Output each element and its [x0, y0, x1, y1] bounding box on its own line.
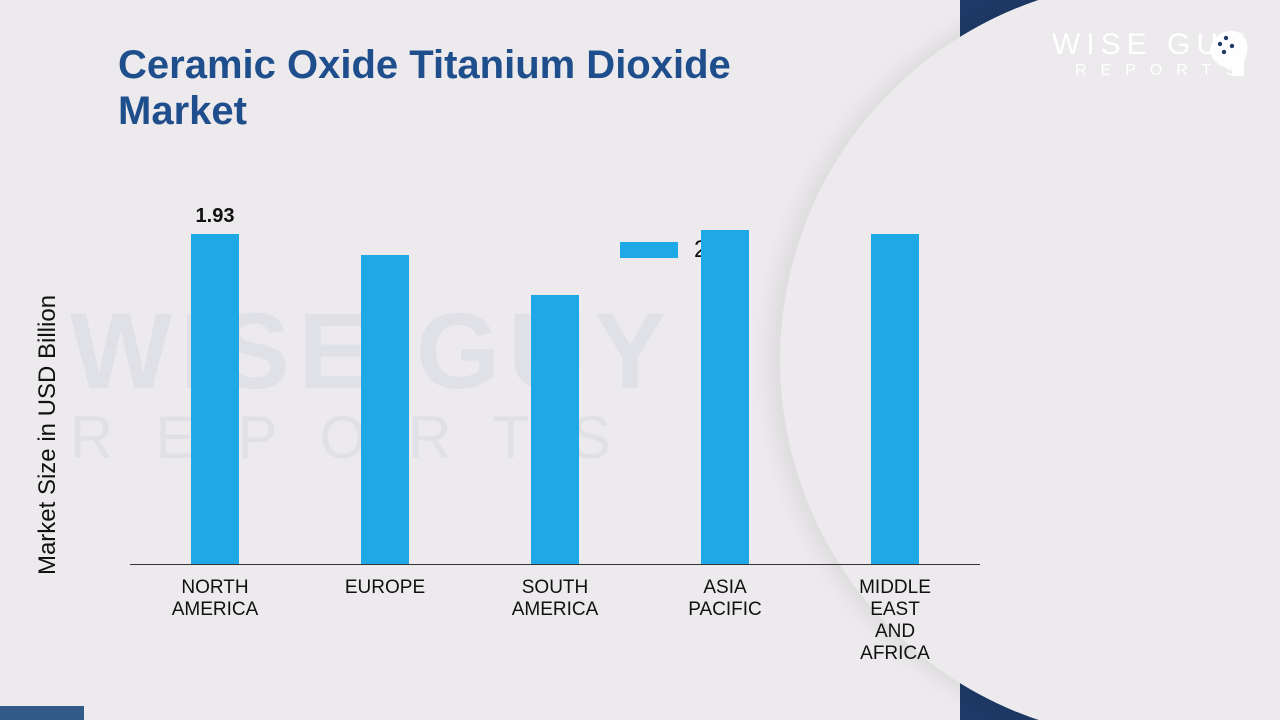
bar-col — [310, 205, 460, 564]
x-axis-label: NORTHAMERICA — [140, 571, 290, 675]
brand-logo: WISE GUY REPORTS — [1052, 30, 1250, 80]
bar — [191, 234, 239, 564]
bar-col — [820, 205, 970, 564]
bar — [871, 234, 919, 564]
bar — [531, 295, 579, 564]
x-axis-label: MIDDLEEASTANDAFRICA — [820, 571, 970, 675]
x-axis-label: EUROPE — [310, 571, 460, 675]
side-panel — [960, 0, 1280, 720]
bar-value-label: 1.93 — [196, 205, 235, 228]
bar-col — [480, 205, 630, 564]
bar-col: 1.93 — [140, 205, 290, 564]
bars-container: 1.93 — [130, 205, 980, 564]
plot-area: 1.93 — [130, 205, 980, 565]
x-axis-label: SOUTHAMERICA — [480, 571, 630, 675]
bar — [701, 230, 749, 564]
chart-card: WISE GUY REPORTS WISE GUY REPORTS Cerami… — [0, 0, 1280, 720]
bar-chart: Market Size in USD Billion 1.93 NORTHAME… — [60, 195, 980, 675]
brand-name: WISE GUY — [1052, 30, 1250, 60]
brand-subtitle: REPORTS — [1052, 62, 1250, 80]
bottom-accent-bar — [0, 706, 84, 720]
x-axis-label: ASIAPACIFIC — [650, 571, 800, 675]
chart-title: Ceramic Oxide Titanium Dioxide Market — [118, 42, 758, 134]
y-axis-label: Market Size in USD Billion — [34, 295, 62, 575]
x-axis-labels: NORTHAMERICAEUROPESOUTHAMERICAASIAPACIFI… — [130, 571, 980, 675]
bar-col — [650, 205, 800, 564]
bar — [361, 255, 409, 564]
